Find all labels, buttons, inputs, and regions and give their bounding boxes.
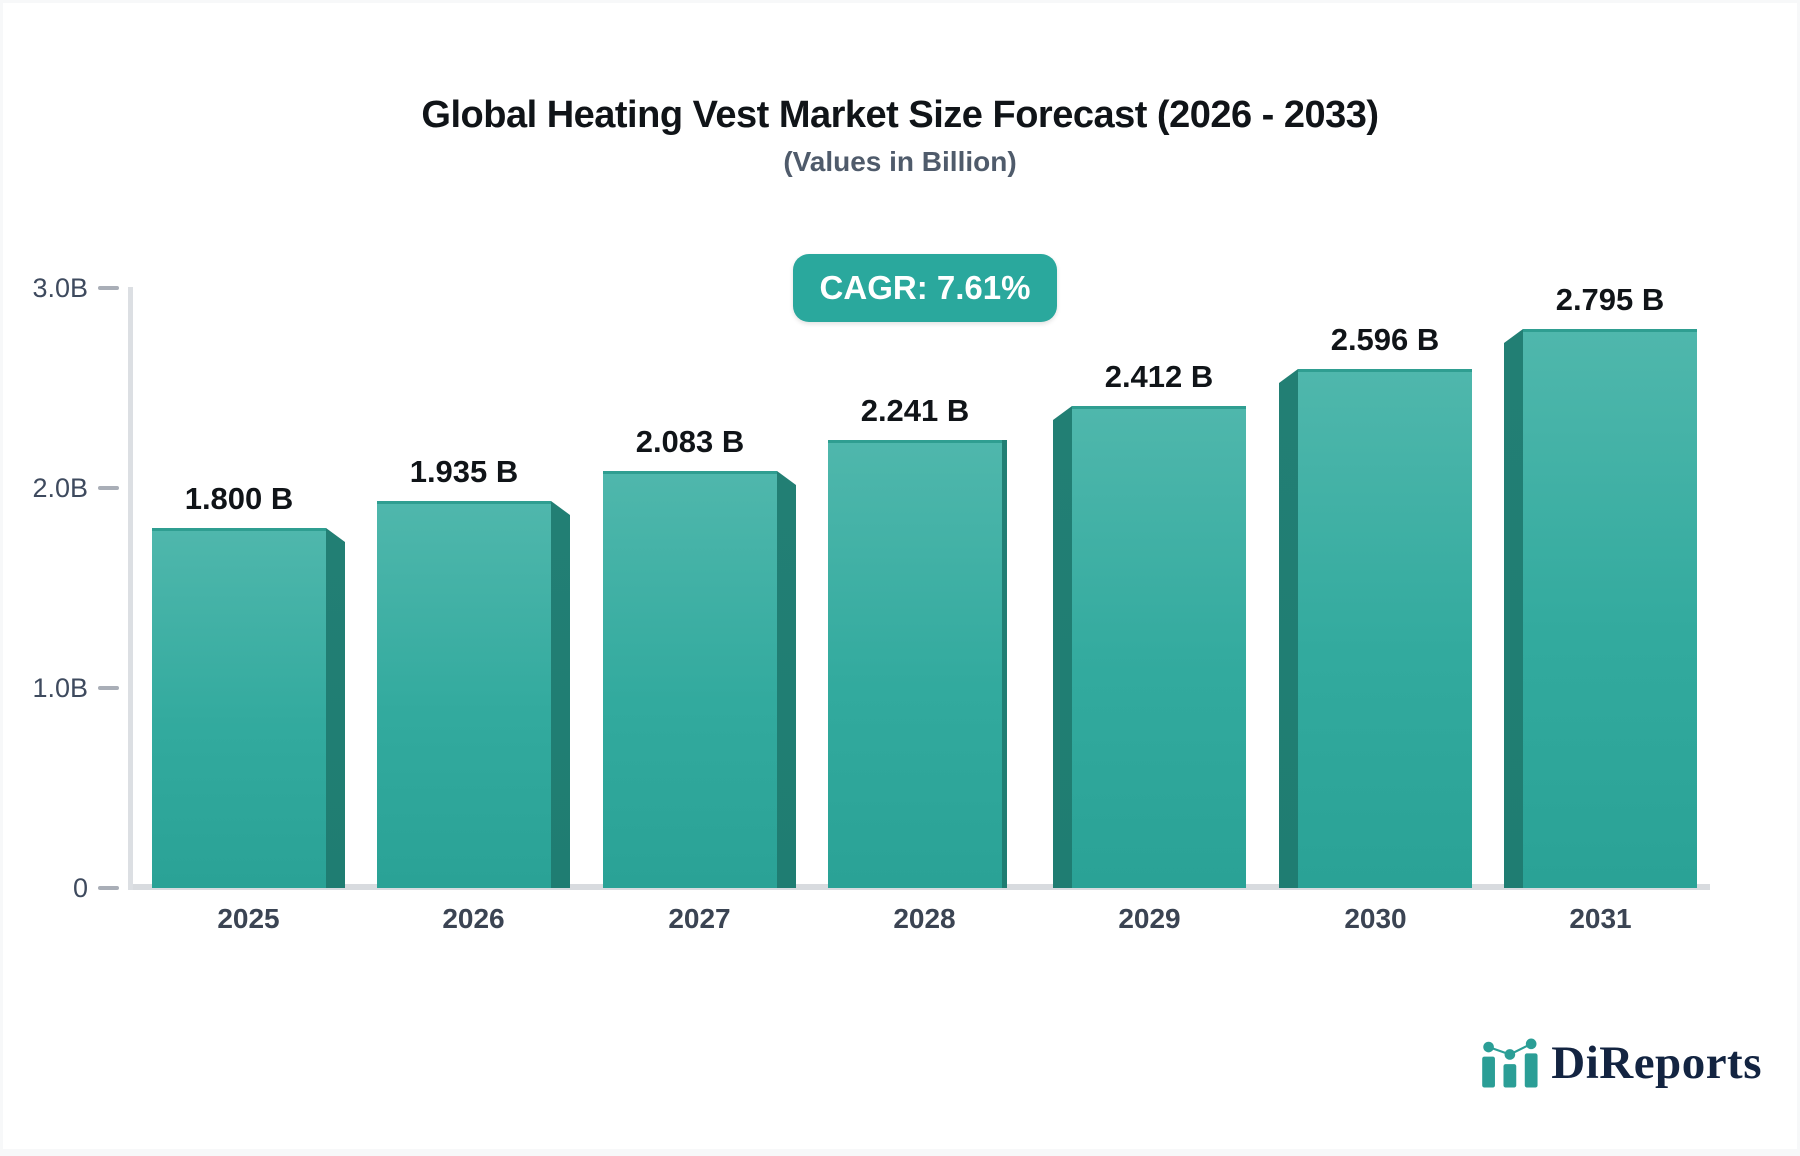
- bar-value-label: 1.800 B: [184, 481, 294, 516]
- bar-value-label: 2.083 B: [635, 424, 745, 459]
- bar-3d-side: [777, 471, 796, 888]
- bar-2029: [1072, 406, 1246, 888]
- x-axis-label-2025: 2025: [217, 903, 280, 934]
- y-axis-tick: [98, 886, 119, 890]
- x-axis-label-2029: 2029: [1118, 903, 1181, 934]
- bar-2031: [1523, 329, 1697, 888]
- brand-logo: DiReports: [1479, 1032, 1762, 1094]
- x-axis-label-2026: 2026: [442, 903, 505, 934]
- y-axis-line: [128, 287, 133, 890]
- bar-value-label: 2.795 B: [1555, 282, 1665, 317]
- brand-name: DiReports: [1551, 1037, 1762, 1089]
- bar-2026: [377, 501, 551, 888]
- x-axis-label-2027: 2027: [668, 903, 731, 934]
- y-axis-tick-label: 0: [72, 873, 88, 903]
- bar-value-label: 2.596 B: [1330, 322, 1440, 357]
- y-axis-tick-label: 3.0B: [32, 273, 88, 303]
- x-axis-label-2031: 2031: [1569, 903, 1632, 934]
- bar-3d-side: [326, 528, 345, 888]
- bar-value-label: 2.241 B: [860, 393, 970, 428]
- bar-2028: [828, 440, 1002, 888]
- bar-value-label: 2.412 B: [1104, 359, 1214, 394]
- bar-2027: [603, 471, 777, 888]
- bar-3d-side: [1279, 369, 1298, 888]
- x-axis-label-2028: 2028: [893, 903, 956, 934]
- bar-value-label: 1.935 B: [409, 454, 519, 489]
- bar-2030: [1298, 369, 1472, 888]
- y-axis-tick-label: 1.0B: [32, 673, 88, 703]
- bar-3d-side: [551, 501, 570, 888]
- chart-subtitle: (Values in Billion): [783, 146, 1017, 177]
- bar-3d-side: [1053, 406, 1072, 888]
- y-axis-tick: [98, 486, 119, 490]
- y-axis-tick: [98, 286, 119, 290]
- bar-3d-side: [1504, 329, 1523, 888]
- bar-3d-side: [1002, 440, 1007, 888]
- cagr-badge: CAGR: 7.61%: [793, 254, 1057, 322]
- y-axis-tick-label: 2.0B: [32, 473, 88, 503]
- chart-title: Global Heating Vest Market Size Forecast…: [421, 94, 1379, 136]
- x-axis-label-2030: 2030: [1344, 903, 1407, 934]
- y-axis-tick: [98, 686, 119, 690]
- bar-chart-logo-icon: [1482, 1038, 1538, 1088]
- bar-2025: [152, 528, 326, 888]
